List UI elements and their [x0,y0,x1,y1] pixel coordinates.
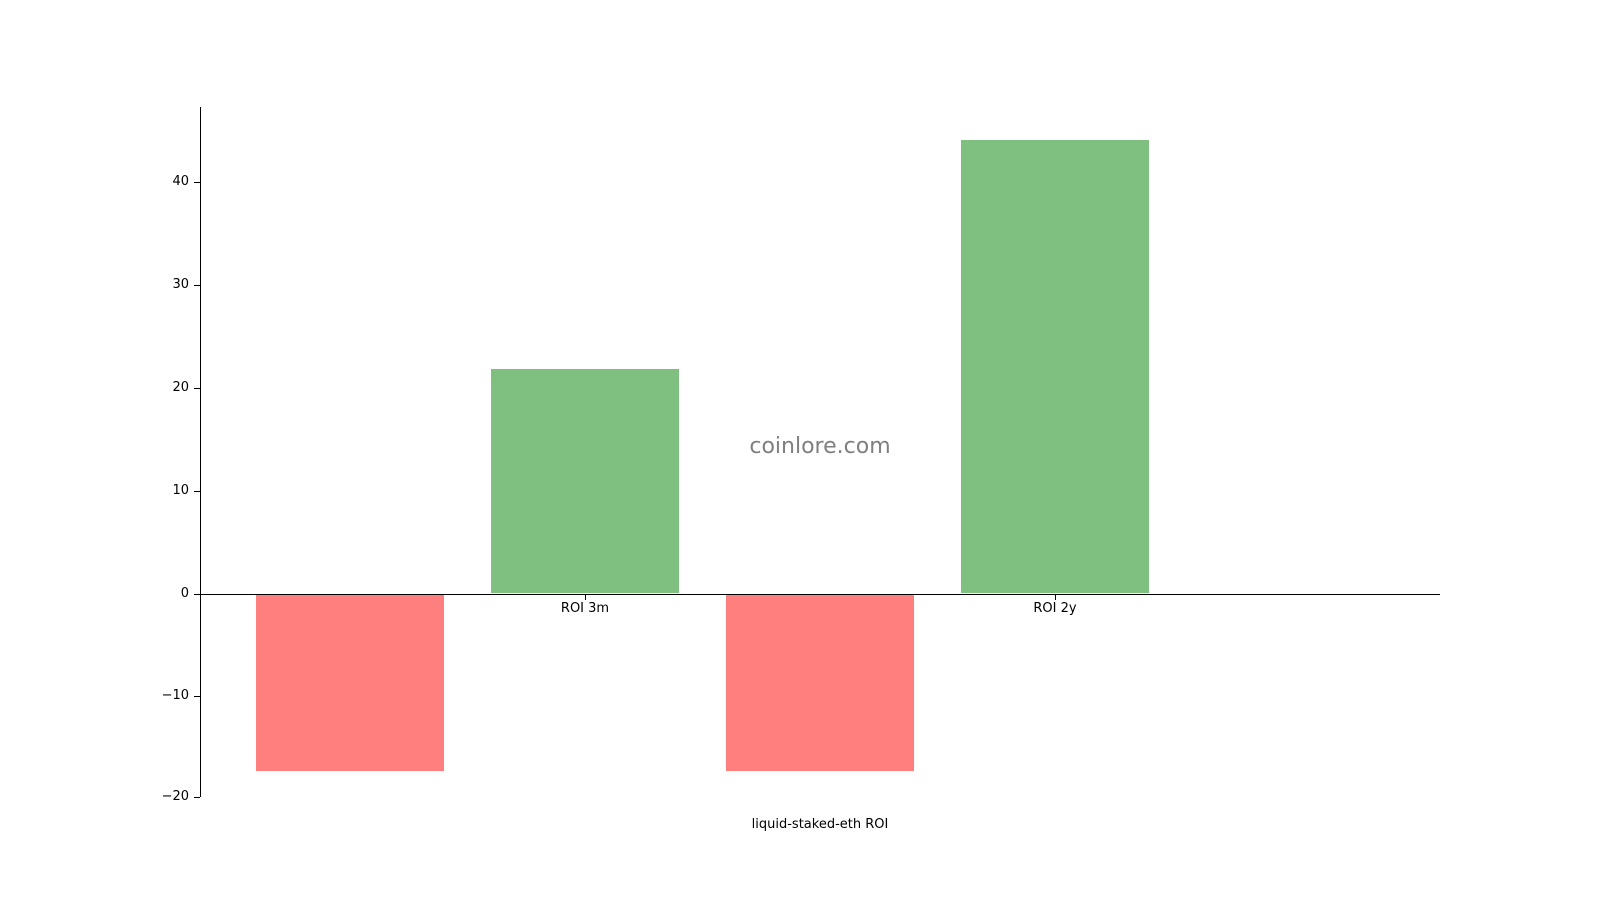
y-tick-mark [194,490,200,492]
bar-negative [256,593,444,772]
x-tick-label: ROI 3m [560,600,610,616]
y-axis-line [200,107,201,797]
y-tick-label: 30 [172,277,189,293]
bar-positive [491,369,679,594]
y-tick-label: 0 [180,585,189,601]
y-tick-mark [194,593,200,595]
bar-positive [961,140,1149,594]
y-tick-label: 10 [172,482,189,498]
y-tick-label: 20 [172,379,189,395]
y-tick-mark [194,797,200,798]
y-tick-mark [194,285,200,287]
x-axis-line [200,593,1440,595]
bar-negative [726,593,914,772]
x-axis-title: liquid-staked-eth ROI [751,817,889,832]
y-tick-mark [194,182,200,184]
y-tick-mark [194,696,200,698]
x-tick-mark [1055,594,1056,600]
y-tick-mark [194,387,200,389]
x-tick-mark [585,594,586,600]
y-tick-label: 40 [172,174,189,190]
y-tick-label: −20 [161,789,189,804]
watermark-text: coinlore.com [749,434,891,459]
y-tick-label: −10 [161,688,189,704]
x-tick-label: ROI 2y [1033,600,1077,616]
